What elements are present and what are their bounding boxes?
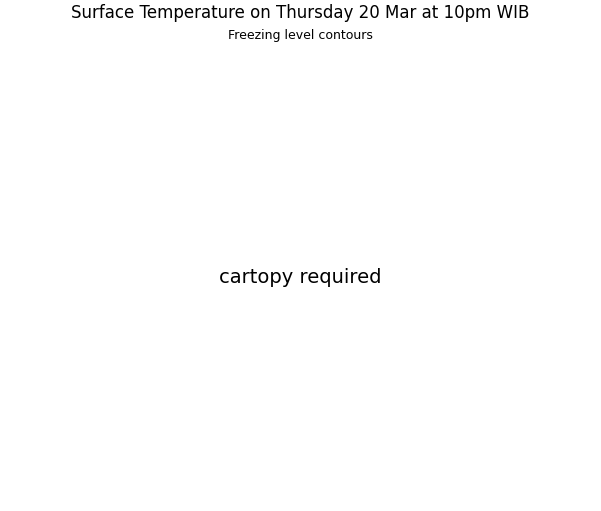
Text: cartopy required: cartopy required [219, 268, 382, 288]
Text: Surface Temperature on Thursday 20 Mar at 10pm WIB: Surface Temperature on Thursday 20 Mar a… [72, 5, 529, 22]
Text: Freezing level contours: Freezing level contours [228, 29, 373, 41]
